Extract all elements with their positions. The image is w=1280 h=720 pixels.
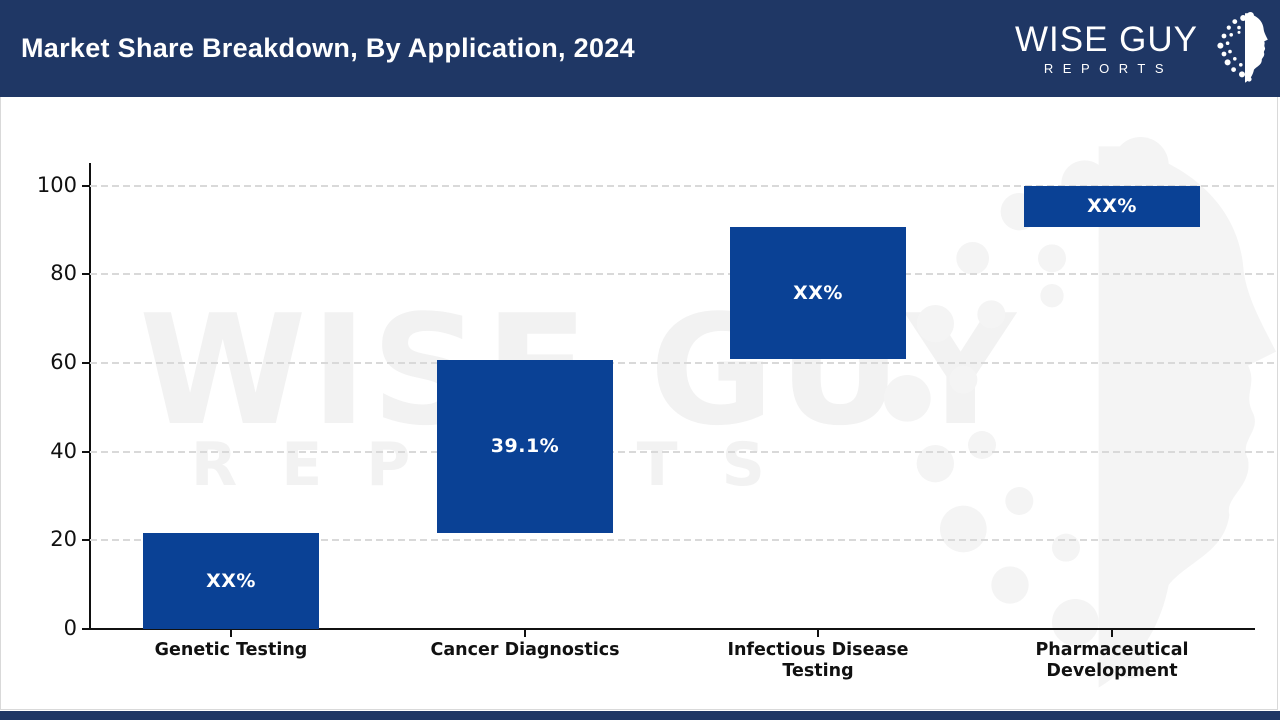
logo-brand-name: WISE GUY	[1014, 20, 1198, 59]
bar-value-label: 39.1%	[490, 435, 560, 458]
watermark-face-svg	[884, 137, 1276, 688]
x-category-label-line: Cancer Diagnostics	[430, 640, 620, 660]
chart-card: WISE GUY REPORTS 020406080100XX%Genetic …	[0, 97, 1278, 710]
x-category-label-line: Pharmaceutical	[1035, 640, 1189, 660]
y-tick-mark-60	[82, 362, 90, 365]
x-category-label-line: Development	[1046, 661, 1178, 681]
x-tick-mark-0	[230, 630, 232, 637]
bar-cancer-diagnostics: 39.1%	[437, 359, 613, 533]
y-tick-mark-100	[82, 184, 90, 187]
wiseguy-logo-text: WISE GUY REPORTS	[1015, 22, 1198, 76]
face-profile-icon	[1217, 12, 1268, 83]
gridline-y-60	[90, 362, 1277, 365]
bar-genetic-testing: XX%	[143, 532, 319, 629]
y-tick-label: 100	[36, 172, 77, 197]
bar-value-label: XX%	[793, 282, 843, 304]
bar-value-label: XX%	[206, 569, 256, 592]
x-category-label-line: Infectious Disease	[727, 640, 909, 660]
y-axis-line	[89, 163, 91, 630]
x-tick-mark-3	[1111, 630, 1113, 637]
wiseguy-logo: WISE GUY REPORTS	[1015, 8, 1270, 90]
y-tick-label: 60	[50, 350, 77, 375]
gridline-y-100	[90, 184, 1277, 187]
x-axis-line	[89, 628, 1255, 630]
x-tick-mark-1	[524, 630, 526, 637]
x-category-label: Pharmaceutical Development	[972, 640, 1252, 682]
wiseguy-face-icon	[1208, 12, 1270, 84]
y-tick-label: 0	[63, 616, 77, 640]
page-title: Market Share Breakdown, By Application, …	[21, 33, 635, 63]
x-category-label: Genetic Testing	[91, 640, 371, 661]
y-tick-mark-0	[82, 628, 90, 630]
x-category-label-line: Genetic Testing	[154, 640, 308, 660]
logo-brand-subtitle: REPORTS	[1043, 61, 1174, 76]
gridline-y-40	[90, 450, 1277, 453]
footer-bar	[0, 711, 1280, 720]
waterfall-chart-plot: 0 20 40 60 80 100 XX% Genetic Testing 39.1% Cance…	[1, 97, 1277, 709]
gridline-y-80	[90, 273, 1277, 276]
x-tick-mark-2	[817, 630, 819, 637]
gridline-y-20	[90, 539, 1277, 542]
bar-value-label: XX%	[1087, 195, 1137, 218]
bar-infectious-disease-testing: XX%	[730, 226, 906, 360]
header-bar: Market Share Breakdown, By Application, …	[0, 0, 1280, 97]
bar-pharmaceutical-development: XX%	[1024, 185, 1200, 227]
x-category-label-line: Testing	[782, 661, 854, 681]
y-tick-label: 40	[50, 438, 77, 463]
watermark-face-icon	[817, 137, 1277, 697]
y-tick-mark-80	[82, 273, 90, 276]
x-category-label: Infectious Disease Testing	[678, 640, 958, 682]
y-tick-mark-40	[82, 450, 90, 453]
y-tick-label: 20	[50, 527, 77, 552]
y-tick-label: 80	[50, 261, 77, 286]
x-category-label: Cancer Diagnostics	[385, 640, 665, 661]
y-tick-mark-20	[82, 539, 90, 542]
